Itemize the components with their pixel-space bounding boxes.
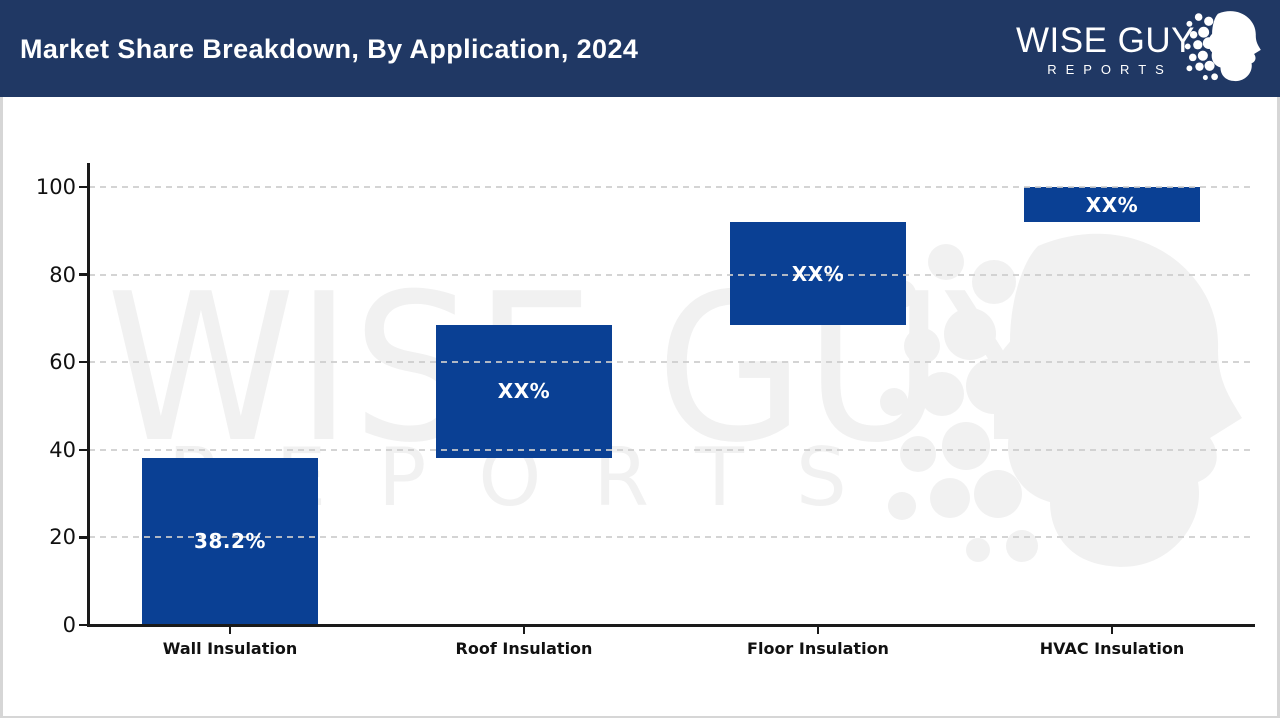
- bar-3: [1024, 187, 1200, 223]
- y-tick-100: [79, 185, 87, 189]
- y-tick-label-40: 40: [49, 437, 76, 462]
- y-axis-line: [87, 163, 90, 627]
- bar-0: [142, 457, 318, 625]
- x-tick-3: [1110, 626, 1114, 634]
- x-category-label-1: Roof Insulation: [455, 639, 593, 658]
- bar-value-label-2: XX%: [791, 261, 845, 286]
- bar-value-label-3: XX%: [1085, 192, 1139, 217]
- logo-brand-name: WISE GUY: [1016, 21, 1196, 60]
- logo-text: WISE GUY REPORTS: [1016, 21, 1195, 77]
- x-category-label-0: Wall Insulation: [162, 639, 298, 658]
- bar-value-label-1: XX%: [497, 379, 551, 404]
- y-tick-label-80: 80: [49, 262, 76, 287]
- x-category-label-2: Floor Insulation: [747, 639, 889, 658]
- y-tick-0: [79, 623, 87, 627]
- page-title: Market Share Breakdown, By Application, …: [20, 34, 639, 64]
- y-tick-20: [79, 536, 87, 539]
- gridline-40: [89, 448, 1253, 451]
- header-bar: Market Share Breakdown, By Application, …: [0, 0, 1280, 97]
- x-tick-2: [816, 626, 820, 634]
- gridline-60: [89, 361, 1253, 364]
- wise-guy-reports-logo: WISE GUY REPORTS: [1016, 6, 1266, 92]
- gridline-20: [89, 536, 1253, 539]
- y-tick-40: [79, 448, 87, 452]
- y-tick-label-60: 60: [49, 350, 76, 375]
- logo-tagline: REPORTS: [1047, 62, 1173, 77]
- y-tick-label-0: 0: [62, 613, 76, 637]
- head-profile-icon: [1184, 11, 1261, 82]
- x-tick-1: [522, 626, 526, 634]
- x-tick-0: [228, 626, 232, 634]
- y-tick-label-100: 100: [35, 175, 76, 199]
- y-tick-60: [79, 360, 87, 364]
- gridline-100: [89, 186, 1253, 188]
- bar-2: [730, 222, 906, 325]
- y-tick-label-20: 20: [49, 525, 76, 550]
- watermark-head-profile-icon: [880, 233, 1242, 567]
- bar-1: [436, 324, 612, 458]
- x-category-label-3: HVAC Insulation: [1039, 639, 1185, 658]
- bar-value-label-0: 38.2%: [194, 529, 266, 554]
- x-axis-line: [87, 624, 1255, 627]
- y-tick-80: [79, 273, 87, 276]
- gridline-80: [89, 273, 1253, 276]
